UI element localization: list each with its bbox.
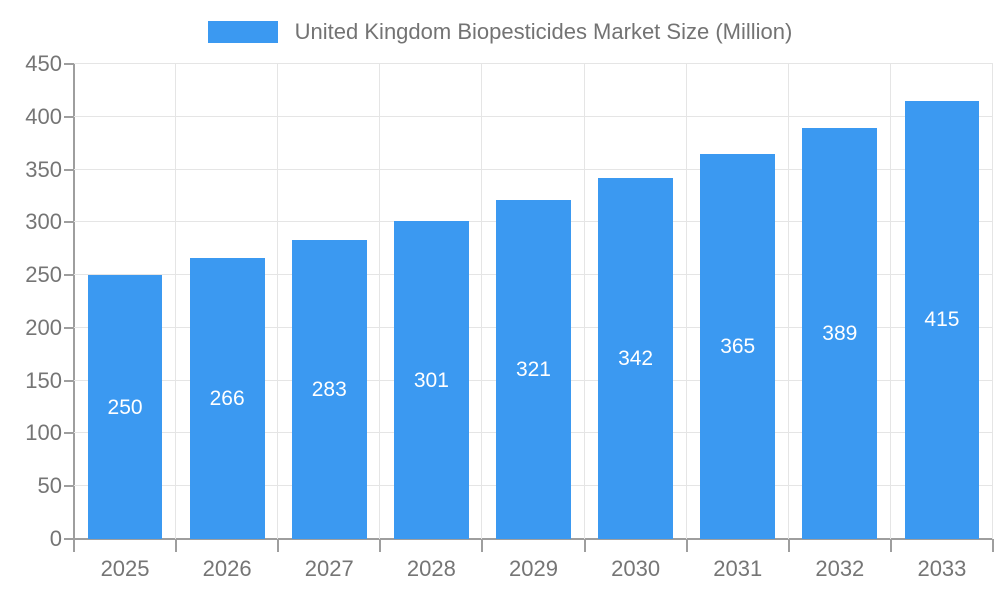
v-gridline — [481, 64, 483, 539]
bar: 389 — [802, 128, 878, 539]
v-gridline — [379, 64, 381, 539]
y-axis-tick-label: 50 — [37, 473, 62, 499]
bar: 415 — [904, 100, 980, 539]
v-gridline — [277, 64, 279, 539]
x-axis-category-label: 2027 — [304, 556, 354, 581]
x-axis-tick — [277, 539, 280, 552]
y-axis-tick-label: 350 — [25, 156, 62, 182]
bar-value-label: 415 — [924, 308, 960, 332]
x-axis-tick — [379, 539, 382, 552]
y-axis-tick — [64, 168, 74, 171]
bar: 250 — [87, 275, 163, 539]
bar: 365 — [700, 153, 776, 539]
v-gridline — [889, 64, 891, 539]
x-axis-category-label: 2029 — [509, 556, 558, 581]
x-axis-category-label: 2031 — [713, 556, 763, 581]
bar-value-label: 321 — [515, 358, 551, 382]
y-axis-tick-label: 0 — [49, 526, 62, 551]
y-axis-tick-label: 400 — [25, 103, 62, 129]
h-gridline — [74, 168, 993, 170]
bar: 283 — [291, 240, 367, 539]
x-axis-category-label: 2032 — [815, 556, 865, 581]
x-axis-category-label: 2033 — [917, 556, 967, 581]
y-axis-tick — [64, 379, 74, 382]
h-gridline — [74, 63, 993, 64]
h-gridline — [74, 115, 993, 117]
x-axis-tick — [787, 539, 790, 552]
bar-value-label: 266 — [209, 387, 245, 411]
y-axis-tick-label: 450 — [25, 51, 62, 76]
x-axis-category-label: 2025 — [100, 556, 150, 581]
bar: 321 — [496, 200, 571, 539]
y-axis-tick-label: 150 — [25, 367, 62, 393]
bar-value-label: 283 — [311, 378, 347, 402]
y-axis-tick — [64, 274, 74, 277]
v-gridline — [685, 64, 687, 539]
y-axis-tick — [64, 326, 74, 329]
bar-value-label: 250 — [107, 395, 143, 419]
v-gridline — [175, 64, 177, 539]
x-axis-category-label: 2028 — [406, 556, 456, 581]
y-axis-tick — [64, 63, 74, 65]
x-axis-tick — [992, 539, 994, 552]
y-axis-tick — [64, 115, 74, 118]
v-gridline — [583, 64, 585, 539]
legend: United Kingdom Biopesticides Market Size… — [0, 19, 1000, 45]
x-axis-line — [74, 538, 993, 540]
v-gridline — [787, 64, 789, 539]
bar: 301 — [393, 221, 469, 539]
chart-title: United Kingdom Biopesticides Market Size… — [294, 18, 793, 44]
bar: 266 — [189, 258, 265, 539]
y-axis-tick-label: 100 — [25, 420, 62, 446]
plot-area: 0 50 100 150 200 250 300 350 400 450 250 266 283 301 3… — [25, 53, 994, 580]
bar-value-label: 301 — [413, 368, 449, 392]
y-axis-tick — [64, 538, 74, 540]
y-axis-tick — [64, 485, 74, 488]
v-gridline — [992, 64, 993, 539]
bar-value-label: 389 — [822, 322, 858, 346]
x-axis-category-label: 2026 — [202, 556, 252, 581]
y-axis-tick — [64, 221, 74, 224]
y-axis-tick-label: 300 — [25, 209, 62, 235]
x-axis-tick — [685, 539, 688, 552]
bar-value-label: 365 — [720, 334, 756, 358]
legend-swatch — [207, 21, 278, 43]
y-axis-tick-label: 250 — [25, 262, 62, 288]
x-axis-category-label: 2030 — [611, 556, 661, 581]
bar-value-label: 342 — [618, 347, 654, 370]
x-axis-tick — [175, 539, 178, 552]
y-axis-tick — [64, 432, 74, 435]
x-axis-tick — [481, 539, 484, 552]
x-axis-tick — [73, 539, 75, 552]
bar: 342 — [598, 178, 674, 539]
y-axis-line — [73, 64, 75, 539]
y-axis-tick-label: 200 — [25, 314, 62, 340]
x-axis-tick — [583, 539, 586, 552]
x-axis-tick — [889, 539, 892, 552]
